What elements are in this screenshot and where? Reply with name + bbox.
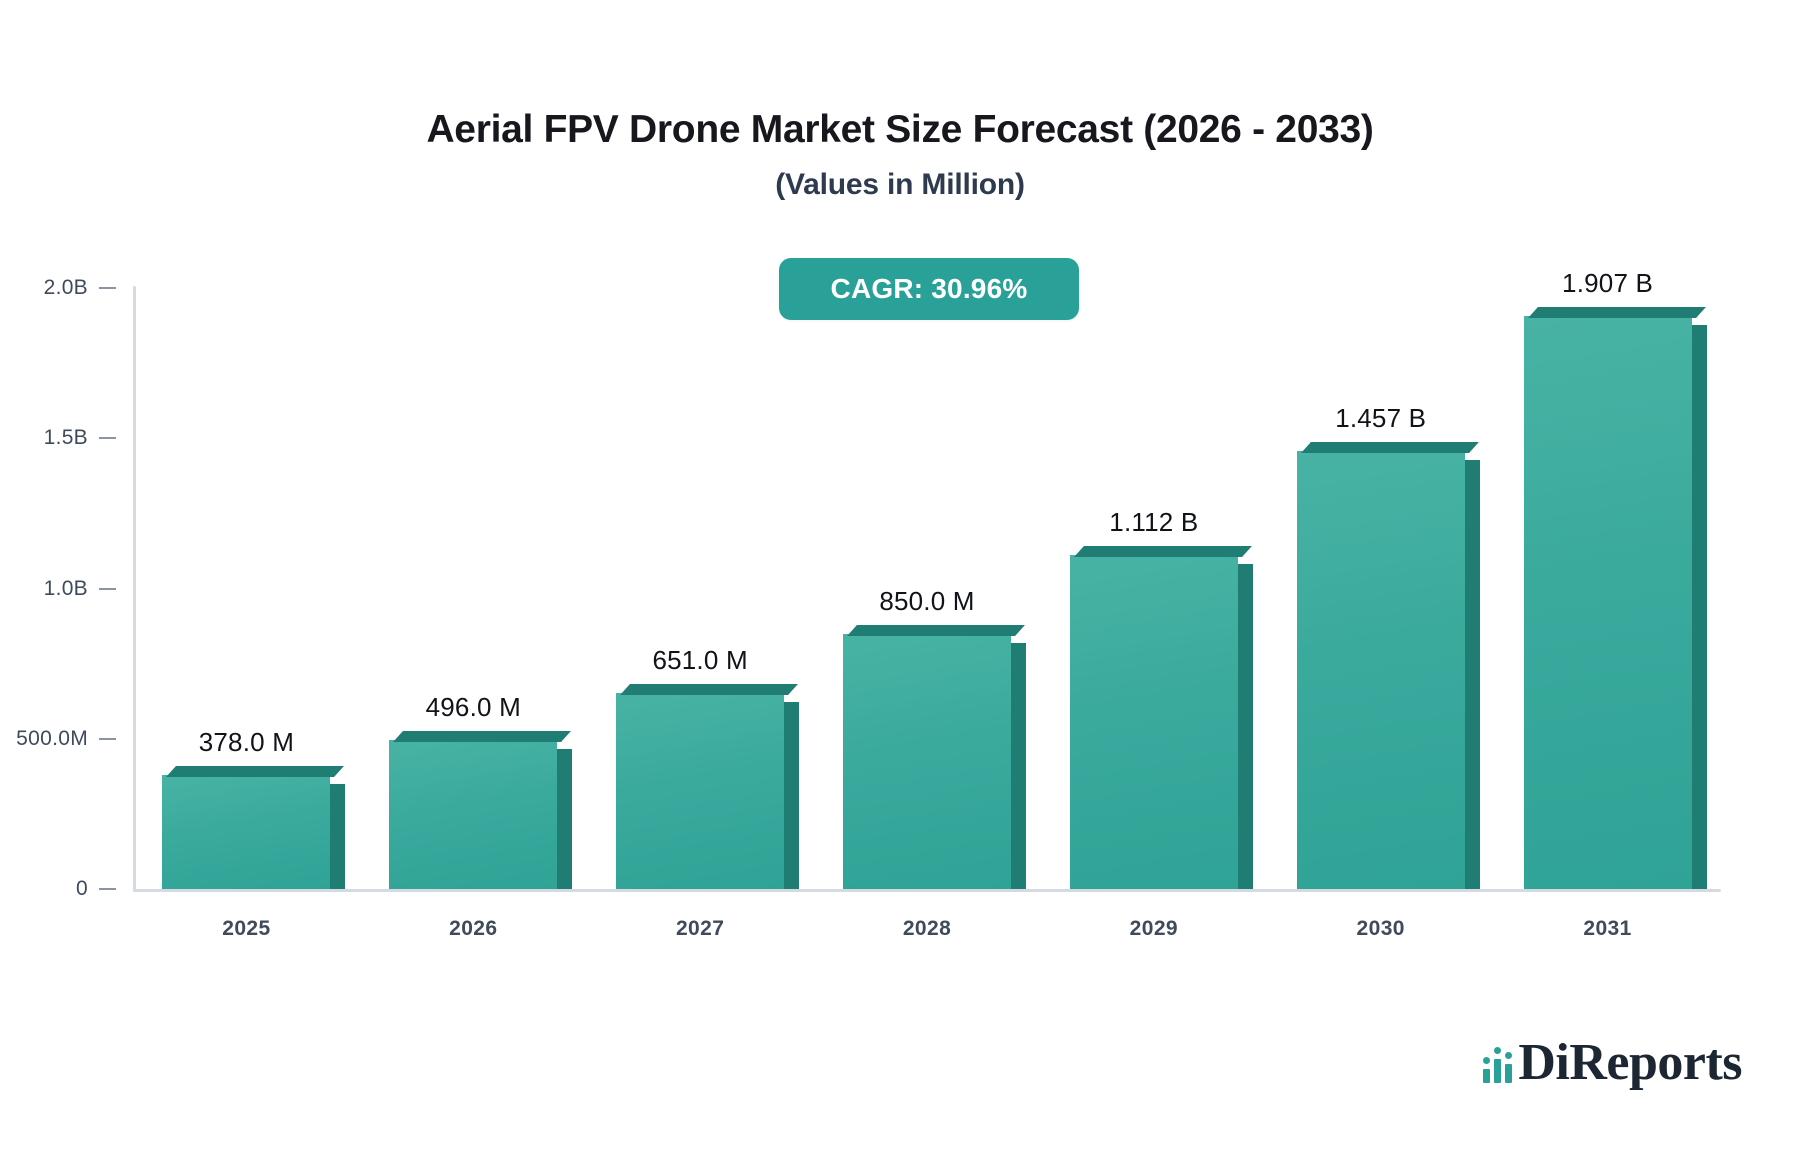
- bar-2028[interactable]: [843, 624, 1026, 889]
- y-axis-tick-label: 2.0B: [43, 276, 88, 299]
- bar-2031[interactable]: [1524, 306, 1707, 889]
- bar-2029[interactable]: [1070, 545, 1253, 889]
- bar-side-shadow: [1465, 460, 1480, 889]
- bar-face: [1524, 315, 1692, 889]
- bar-face: [616, 693, 784, 889]
- y-axis-tick-label: 1.0B: [43, 576, 88, 600]
- bar-value-label: 1.907 B: [1562, 267, 1654, 298]
- chart-subtitle: (Values in Million): [775, 168, 1025, 201]
- bar-top-face: [620, 684, 798, 696]
- logo-bars-icon: [1483, 1043, 1513, 1087]
- y-axis-tick-label: 0: [76, 877, 88, 900]
- x-axis-tick-label-2026: 2026: [449, 917, 498, 940]
- y-axis-tick-mark: [99, 587, 116, 590]
- logo-bar: [1483, 1057, 1491, 1084]
- x-axis-tick-label-2027: 2027: [675, 917, 725, 940]
- x-axis-tick-label-2030: 2030: [1356, 917, 1405, 940]
- x-axis-tick-label-2031: 2031: [1583, 917, 1632, 940]
- bar-value-label: 850.0 M: [879, 585, 975, 616]
- bar-top-face: [1528, 306, 1706, 318]
- bar-2027[interactable]: [616, 684, 799, 889]
- y-axis-tick-label: 500.0M: [16, 726, 88, 750]
- bar-value-label: 651.0 M: [652, 645, 748, 676]
- bar-face: [843, 633, 1011, 889]
- logo-bar: [1505, 1052, 1513, 1084]
- y-axis-line: [133, 286, 136, 891]
- x-axis-tick-label-2029: 2029: [1129, 917, 1178, 940]
- bar-value-label: 378.0 M: [198, 727, 295, 758]
- bar-side-shadow: [557, 748, 572, 889]
- direports-logo: DiReports: [1483, 1034, 1742, 1091]
- y-axis-tick-mark: [99, 737, 116, 740]
- bar-top-face: [166, 766, 344, 778]
- bar-side-shadow: [1692, 324, 1707, 889]
- bar-2030[interactable]: [1297, 442, 1480, 889]
- y-axis-tick-mark: [99, 437, 116, 440]
- bar-2025[interactable]: [162, 766, 345, 889]
- bar-top-face: [1301, 442, 1479, 454]
- x-axis-line: [133, 889, 1721, 892]
- cagr-badge-label: CAGR: 30.96%: [830, 273, 1028, 304]
- bar-side-shadow: [1011, 642, 1026, 889]
- bar-face: [389, 739, 557, 889]
- bar-side-shadow: [1238, 563, 1253, 889]
- y-axis-tick-mark: [99, 888, 116, 890]
- y-axis-tick-mark: [99, 287, 116, 289]
- bar-top-face: [393, 730, 571, 742]
- bar-2026[interactable]: [389, 730, 572, 889]
- bar-side-shadow: [784, 702, 799, 889]
- bar-value-label: 496.0 M: [425, 691, 521, 722]
- bar-value-label: 1.457 B: [1335, 403, 1427, 434]
- bar-face: [162, 775, 330, 889]
- bar-face: [1297, 451, 1465, 889]
- bar-face: [1070, 554, 1238, 889]
- logo-text: DiReports: [1518, 1034, 1742, 1091]
- bar-top-face: [1074, 545, 1252, 557]
- x-axis-tick-label-2028: 2028: [902, 917, 952, 940]
- logo-bar: [1494, 1047, 1502, 1084]
- bar-top-face: [847, 624, 1025, 636]
- page-title: Aerial FPV Drone Market Size Forecast (2…: [426, 108, 1374, 151]
- x-axis-tick-label-2025: 2025: [222, 917, 271, 940]
- y-axis-tick-label: 1.5B: [43, 426, 88, 450]
- cagr-badge: CAGR: 30.96%: [779, 258, 1079, 320]
- bar-side-shadow: [330, 784, 345, 889]
- bar-value-label: 1.112 B: [1109, 506, 1199, 537]
